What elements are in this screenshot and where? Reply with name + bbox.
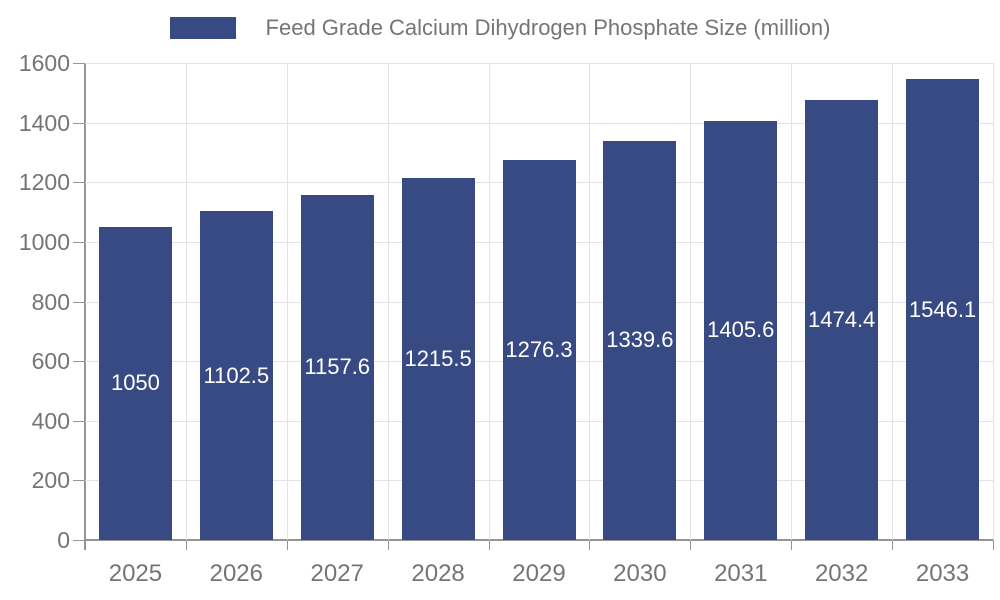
legend-label[interactable]: Feed Grade Calcium Dihydrogen Phosphate …: [265, 15, 831, 40]
bar-value-label: 1276.3: [505, 336, 573, 362]
x-tick-label: 2029: [512, 560, 566, 587]
y-tick-label: 400: [31, 407, 70, 434]
gridline-vertical: [589, 63, 591, 540]
x-tick-label: 2026: [209, 560, 263, 587]
bar-value-label: 1157.6: [304, 354, 371, 380]
bar-value-label: 1050: [110, 370, 160, 396]
x-tick-mark: [892, 540, 894, 550]
x-tick-label: 2028: [411, 560, 465, 587]
x-tick-mark: [589, 540, 591, 550]
bar-2033[interactable]: 1546.1: [906, 79, 980, 540]
x-tick-mark: [185, 540, 187, 550]
x-tick-label: 2033: [915, 560, 970, 587]
legend[interactable]: Feed Grade Calcium Dihydrogen Phosphate …: [0, 15, 1000, 41]
x-tick-mark: [791, 540, 793, 550]
plot-area: 1050 1102.5 1157.6 1215.5 1276.3 1339.6 1405.6…: [85, 63, 994, 540]
bar-value-label: 1102.5: [203, 362, 270, 388]
bar-2025[interactable]: 1050: [98, 226, 172, 540]
gridline-vertical: [791, 63, 793, 540]
y-tick-label: 1200: [18, 169, 70, 196]
x-tick-label: 2025: [108, 560, 163, 587]
x-tick-label: 2030: [613, 560, 667, 587]
bar-2026[interactable]: 1102.5: [199, 211, 273, 540]
legend-swatch[interactable]: [169, 17, 236, 39]
bar-value-label: 1215.5: [404, 345, 472, 371]
bar-2030[interactable]: 1339.6: [603, 140, 677, 540]
y-tick-label: 0: [57, 527, 70, 553]
bar-value-label: 1339.6: [606, 327, 674, 353]
bar-2027[interactable]: 1157.6: [300, 194, 374, 540]
bar-2032[interactable]: 1474.4: [805, 100, 879, 540]
bar-value-label: 1474.4: [808, 307, 876, 333]
bar-value-label: 1405.6: [707, 317, 775, 343]
y-tick-label: 1000: [18, 228, 70, 255]
y-axis-line: [84, 63, 86, 550]
y-tick-label: 1600: [18, 50, 70, 76]
gridline-vertical: [286, 63, 288, 540]
y-tick-label: 1400: [18, 109, 70, 136]
x-tick-mark: [488, 540, 490, 550]
x-tick-mark: [387, 540, 389, 550]
x-tick-mark: [690, 540, 692, 550]
gridline-vertical: [387, 63, 389, 540]
gridline-horizontal: [85, 122, 993, 124]
gridline-vertical: [185, 63, 187, 540]
gridline-vertical: [690, 63, 692, 540]
y-tick-label: 600: [31, 348, 70, 375]
gridline-vertical: [892, 63, 894, 540]
x-tick-mark: [286, 540, 288, 550]
bar-value-label: 1546.1: [908, 296, 977, 322]
gridline-vertical: [993, 63, 994, 540]
y-tick-label: 800: [31, 288, 70, 315]
x-tick-mark: [993, 540, 994, 550]
gridline-vertical: [488, 63, 490, 540]
bar-2031[interactable]: 1405.6: [704, 120, 778, 540]
x-tick-label: 2027: [310, 560, 364, 587]
x-tick-label: 2032: [814, 560, 869, 587]
x-tick-label: 2031: [714, 560, 768, 587]
bar-2029[interactable]: 1276.3: [502, 159, 576, 540]
y-tick-label: 200: [31, 467, 70, 494]
bar-2028[interactable]: 1215.5: [401, 177, 475, 540]
gridline-horizontal: [85, 63, 993, 64]
x-axis-line: [85, 539, 993, 541]
